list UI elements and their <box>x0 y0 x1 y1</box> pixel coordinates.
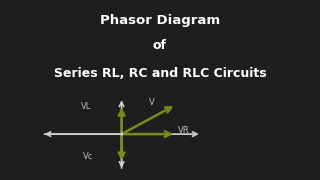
Text: V: V <box>148 98 154 107</box>
Text: Vc: Vc <box>83 152 93 161</box>
Text: VR: VR <box>178 126 189 135</box>
Text: VL: VL <box>81 102 92 111</box>
Text: of: of <box>153 39 167 52</box>
Text: Phasor Diagram: Phasor Diagram <box>100 14 220 27</box>
Text: Series RL, RC and RLC Circuits: Series RL, RC and RLC Circuits <box>54 67 266 80</box>
